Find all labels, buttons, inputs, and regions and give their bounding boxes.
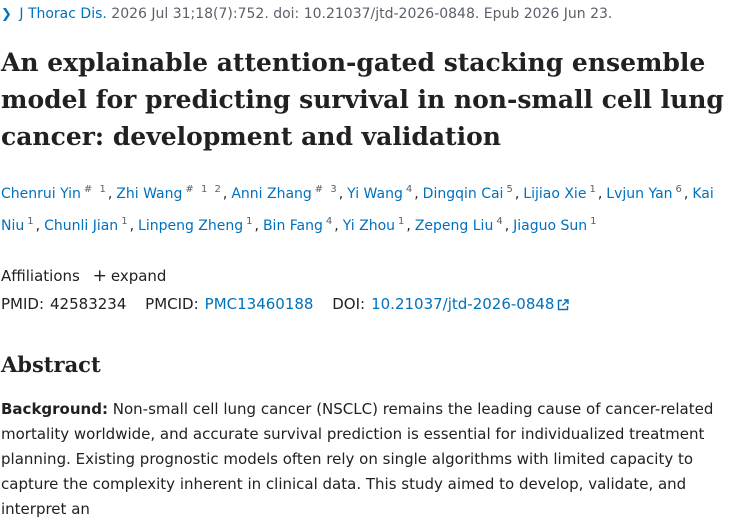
author-link[interactable]: Lijiao Xie 1	[523, 184, 598, 202]
author-affiliation-marks: 1	[121, 216, 130, 227]
affiliations-row: Affiliations + expand	[1, 266, 166, 286]
author-name: Yi Wang	[347, 186, 403, 202]
author-name: Jiaguo Sun	[513, 218, 588, 234]
author-link[interactable]: Linpeng Zheng 1	[138, 216, 255, 234]
expand-affiliations-button[interactable]: + expand	[92, 266, 167, 286]
author-affiliation-marks: # 1 2	[185, 184, 223, 195]
citation-details: 2026 Jul 31;18(7):752. doi: 10.21037/jtd…	[111, 6, 613, 22]
external-link-icon	[558, 299, 570, 311]
author-list: Chenrui Yin # 1, Zhi Wang # 1 2, Anni Zhang #…	[1, 184, 714, 234]
citation-line: ❯ J Thorac Dis. 2026 Jul 31;18(7):752. d…	[1, 6, 612, 22]
author-affiliation-marks: 1	[27, 216, 36, 227]
pmcid-link[interactable]: PMC13460188	[204, 295, 314, 313]
pmcid-label: PMCID:	[145, 295, 199, 313]
author-link[interactable]: Bin Fang 4	[262, 216, 335, 234]
author-affiliation-marks: 1	[589, 184, 598, 195]
identifiers-row: PMID: 42583234 PMCID: PMC13460188 DOI: 10.2…	[1, 295, 570, 313]
author-name: Yi Zhou	[342, 218, 396, 234]
doi-value: 10.21037/jtd-2026-0848	[371, 295, 555, 313]
journal-link[interactable]: J Thorac Dis.	[19, 6, 107, 22]
author-link[interactable]: Zepeng Liu 4	[414, 216, 505, 234]
article-page: ❯ J Thorac Dis. 2026 Jul 31;18(7):752. d…	[1, 6, 724, 518]
author-name: Chunli Jian	[44, 218, 119, 234]
author-affiliation-marks: 1	[398, 216, 407, 227]
author-name: Lvjun Yan	[606, 186, 673, 202]
author-name: Chenrui Yin	[1, 186, 81, 202]
abstract-heading: Abstract	[1, 352, 101, 377]
author-link[interactable]: Dingqin Cai 5	[422, 184, 515, 202]
author-link[interactable]: Jiaguo Sun 1	[513, 216, 599, 234]
author-link[interactable]: Kai Niu 1	[1, 186, 714, 234]
plus-icon: +	[92, 266, 107, 286]
author-affiliation-marks: # 3	[314, 184, 339, 195]
author-link[interactable]: Chenrui Yin # 1	[1, 184, 108, 202]
author-affiliation-marks: 5	[506, 184, 515, 195]
author-affiliation-marks: 1	[590, 216, 599, 227]
author-name: Anni Zhang	[231, 186, 312, 202]
article-title: An explainable attention-gated stacking …	[1, 48, 724, 151]
author-affiliation-marks: 4	[405, 184, 415, 195]
chevron-right-icon[interactable]: ❯	[1, 7, 12, 22]
author-affiliation-marks: 4	[325, 216, 335, 227]
author-name: Kai Niu	[1, 186, 714, 234]
author-name: Linpeng Zheng	[138, 218, 244, 234]
author-affiliation-marks: # 1	[83, 184, 108, 195]
author-name: Zhi Wang	[116, 186, 183, 202]
author-link[interactable]: Chunli Jian 1	[44, 216, 130, 234]
author-link[interactable]: Anni Zhang # 3	[231, 184, 339, 202]
author-affiliation-marks: 1	[246, 216, 255, 227]
background-label: Background:	[1, 400, 108, 418]
author-link[interactable]: Yi Zhou 1	[342, 216, 407, 234]
author-name: Bin Fang	[262, 218, 323, 234]
doi-link[interactable]: 10.21037/jtd-2026-0848	[371, 295, 570, 313]
author-link[interactable]: Lvjun Yan 6	[606, 184, 684, 202]
pmid-label: PMID:	[1, 295, 45, 313]
abstract-background: Background: Non-small cell lung cancer (…	[1, 397, 747, 522]
doi-label: DOI:	[332, 295, 366, 313]
author-link[interactable]: Yi Wang 4	[347, 184, 415, 202]
author-name: Dingqin Cai	[422, 186, 504, 202]
background-text: Non-small cell lung cancer (NSCLC) remai…	[1, 400, 714, 518]
affiliations-label: Affiliations	[1, 267, 80, 285]
author-affiliation-marks: 4	[496, 216, 505, 227]
author-link[interactable]: Zhi Wang # 1 2	[116, 184, 223, 202]
pmid-value: 42583234	[50, 295, 127, 313]
expand-label: expand	[110, 267, 167, 285]
author-affiliation-marks: 6	[675, 184, 684, 195]
author-name: Lijiao Xie	[523, 186, 587, 202]
author-name: Zepeng Liu	[414, 218, 494, 234]
